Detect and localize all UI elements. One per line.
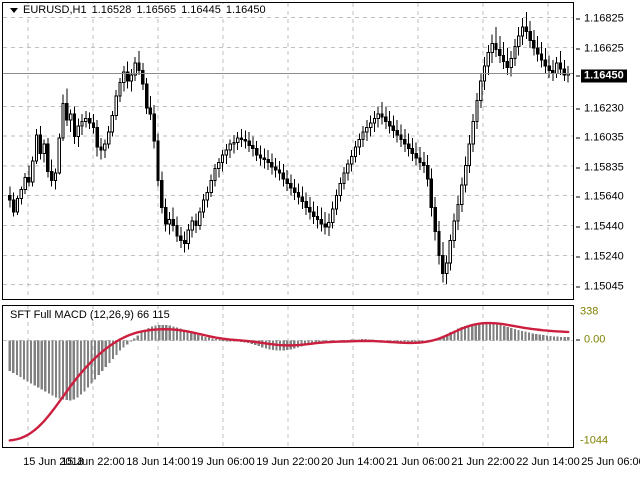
macd-plot-area[interactable]: [3, 306, 573, 447]
price-axis-label: 1.16035: [584, 131, 624, 144]
time-axis-label: 21 Jun 22:00: [451, 456, 515, 468]
price-axis-label: 1.16625: [584, 42, 624, 55]
symbol-header[interactable]: EURUSD,H1 1.16528 1.16565 1.16445 1.1645…: [8, 4, 268, 16]
time-axis-label: 18 Jun 14:00: [126, 456, 190, 468]
symbol-label: EURUSD,H1: [23, 4, 87, 16]
price-axis-tick: [576, 286, 580, 288]
price-axis-label: 1.16230: [584, 102, 624, 115]
price-axis-tick: [576, 75, 580, 77]
current-price-label: 1.16450: [581, 69, 627, 83]
time-axis-label: 19 Jun 06:00: [191, 456, 255, 468]
time-axis-label: 15 Jun 22:00: [61, 456, 125, 468]
price-axis-tick: [576, 167, 580, 169]
time-axis[interactable]: 15 Jun 2018 15 Jun 22:00 18 Jun 14:00 19 Ju…: [0, 452, 640, 480]
price-axis-tick: [576, 226, 580, 228]
ohlc-open: 1.16528: [91, 4, 132, 16]
price-axis-tick: [576, 196, 580, 198]
price-plot-area[interactable]: [3, 3, 573, 299]
price-axis-tick: [576, 18, 580, 20]
ohlc-close: 1.16450: [225, 4, 266, 16]
time-axis-label: 15 Jun 2018: [23, 456, 84, 468]
price-axis-label: 1.15640: [584, 190, 624, 203]
time-axis-label: 22 Jun 14:00: [516, 456, 580, 468]
time-axis-label: 19 Jun 22:00: [256, 456, 320, 468]
ohlc-high: 1.16565: [136, 4, 177, 16]
time-axis-label: 21 Jun 06:00: [386, 456, 450, 468]
price-axis-label: 1.15045: [584, 280, 624, 293]
macd-axis-label: 0.00: [584, 333, 606, 346]
macd-axis-tick: [576, 339, 580, 341]
ohlc-low: 1.16445: [181, 4, 221, 16]
price-axis-label: 1.16825: [584, 12, 624, 25]
price-axis-tick: [576, 137, 580, 139]
chevron-down-icon[interactable]: [10, 7, 18, 13]
price-axis-label: 1.15240: [584, 250, 624, 263]
time-axis-label: 25 Jun 06:00: [581, 456, 640, 468]
price-axis-tick: [576, 48, 580, 50]
price-axis-tick: [576, 108, 580, 110]
macd-axis-label: 338: [580, 305, 599, 318]
indicator-label[interactable]: SFT Full MACD (12,26,9) 66 115: [8, 309, 172, 321]
price-axis-label: 1.15440: [584, 220, 624, 233]
macd-axis-label: -1044: [580, 434, 609, 447]
price-chart-pane[interactable]: [2, 2, 574, 300]
price-axis-tick: [576, 256, 580, 258]
price-axis[interactable]: 1.16825 1.16625 1.16450 1.16230 1.16035 1.158…: [576, 2, 640, 300]
macd-axis[interactable]: 338 0.00 -1044: [576, 305, 640, 448]
price-axis-label: 1.15835: [584, 161, 624, 174]
macd-indicator-pane[interactable]: [2, 305, 574, 448]
time-axis-label: 20 Jun 14:00: [321, 456, 385, 468]
